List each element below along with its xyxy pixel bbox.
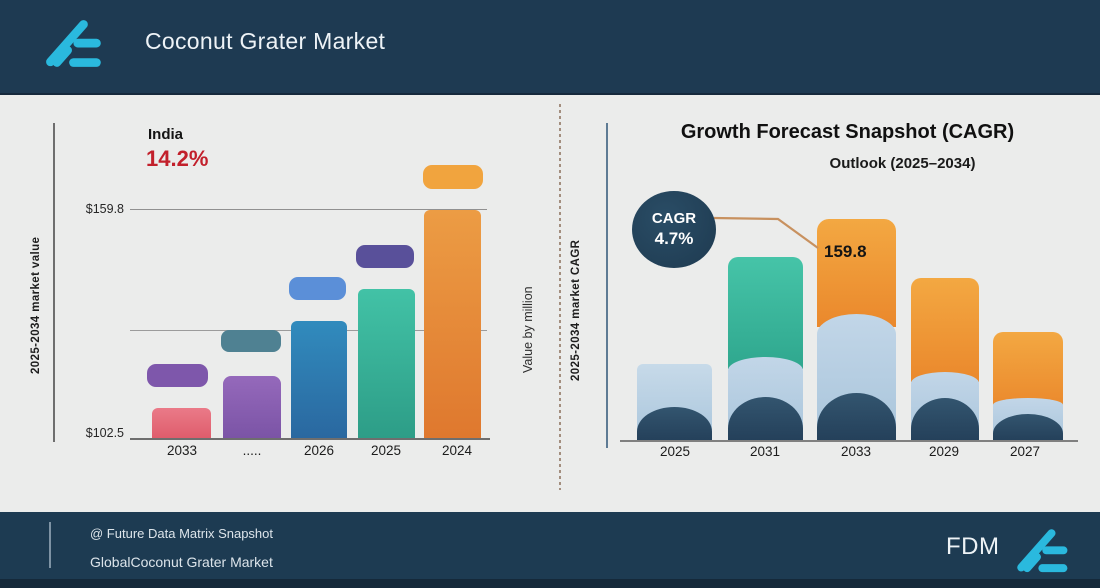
right-y-axis-label: 2025-2034 market CAGR bbox=[570, 239, 582, 381]
x-label-2025: 2025 bbox=[370, 443, 402, 458]
bar-2025-cap bbox=[356, 245, 414, 268]
bar-dots-cap bbox=[221, 330, 281, 352]
bar-dots bbox=[223, 376, 281, 438]
cagr-badge-value: 4.7% bbox=[654, 229, 694, 249]
bar-2024-cap bbox=[423, 165, 483, 189]
bar-2026 bbox=[291, 321, 347, 438]
gridline-top bbox=[130, 209, 487, 210]
right-y-axis bbox=[606, 123, 608, 448]
seg-2031-top bbox=[728, 257, 803, 369]
left-x-axis bbox=[130, 438, 490, 440]
page-title: Coconut Grater Market bbox=[145, 28, 386, 54]
right-chart-title: Growth Forecast Snapshot (CAGR) bbox=[680, 121, 1015, 143]
x-label-r-2033: 2033 bbox=[840, 444, 872, 459]
y-tick-top: $159.8 bbox=[85, 202, 124, 216]
seg-2029-top bbox=[911, 278, 979, 382]
seg-2029-base bbox=[911, 398, 979, 441]
right-x-axis bbox=[620, 440, 1078, 442]
value-by-million-label: Value by million bbox=[521, 286, 535, 374]
x-label-r-2031: 2031 bbox=[749, 444, 781, 459]
left-y-axis-label: 2025-2034 market value bbox=[30, 236, 42, 374]
header-bar: Coconut Grater Market bbox=[0, 0, 1100, 95]
x-label-2026: 2026 bbox=[303, 443, 335, 458]
bar-2025 bbox=[358, 289, 415, 438]
left-y-axis bbox=[53, 123, 55, 442]
region-label: India bbox=[148, 126, 184, 143]
bar-2033-cap bbox=[147, 364, 208, 387]
footer-source-text: @ Future Data Matrix Snapshot bbox=[90, 526, 273, 541]
right-chart-subtitle: Outlook (2025–2034) bbox=[829, 155, 976, 172]
footer-divider-line bbox=[49, 522, 51, 568]
y-tick-bottom: $102.5 bbox=[85, 426, 124, 440]
cagr-badge-label: CAGR bbox=[651, 209, 697, 227]
seg-2025-base bbox=[637, 407, 712, 441]
seg-2027-top bbox=[993, 332, 1063, 410]
panel-divider bbox=[559, 104, 561, 490]
x-label-r-2027: 2027 bbox=[1009, 444, 1041, 459]
x-label-dots: ..... bbox=[242, 443, 262, 458]
x-label-2024: 2024 bbox=[441, 443, 473, 458]
footer-report-title: GlobalCoconut Grater Market bbox=[90, 554, 273, 570]
fdm-logo-icon bbox=[46, 20, 101, 67]
bar-2024 bbox=[424, 210, 481, 438]
charts-area: 2025-2034 market value India 14.2% $159.… bbox=[0, 95, 1100, 512]
seg-2031-base bbox=[728, 397, 803, 441]
seg-2027-base bbox=[993, 414, 1063, 441]
fdm-logo-icon bbox=[1017, 529, 1068, 573]
seg-2033-base bbox=[817, 393, 896, 441]
footer-bar: @ Future Data Matrix Snapshot GlobalCoco… bbox=[0, 512, 1100, 588]
bar-annotation-value: 159.8 bbox=[824, 242, 867, 261]
x-label-2033: 2033 bbox=[166, 443, 198, 458]
cagr-badge: CAGR 4.7% bbox=[632, 191, 716, 268]
region-cagr-value: 14.2% bbox=[146, 146, 209, 171]
bar-2033 bbox=[152, 408, 211, 438]
bar-2026-cap bbox=[289, 277, 346, 300]
x-label-r-2029: 2029 bbox=[928, 444, 960, 459]
seg-2033-top bbox=[817, 219, 896, 327]
x-label-r-2025: 2025 bbox=[659, 444, 691, 459]
footer-brand-text: FDM bbox=[946, 533, 1000, 560]
